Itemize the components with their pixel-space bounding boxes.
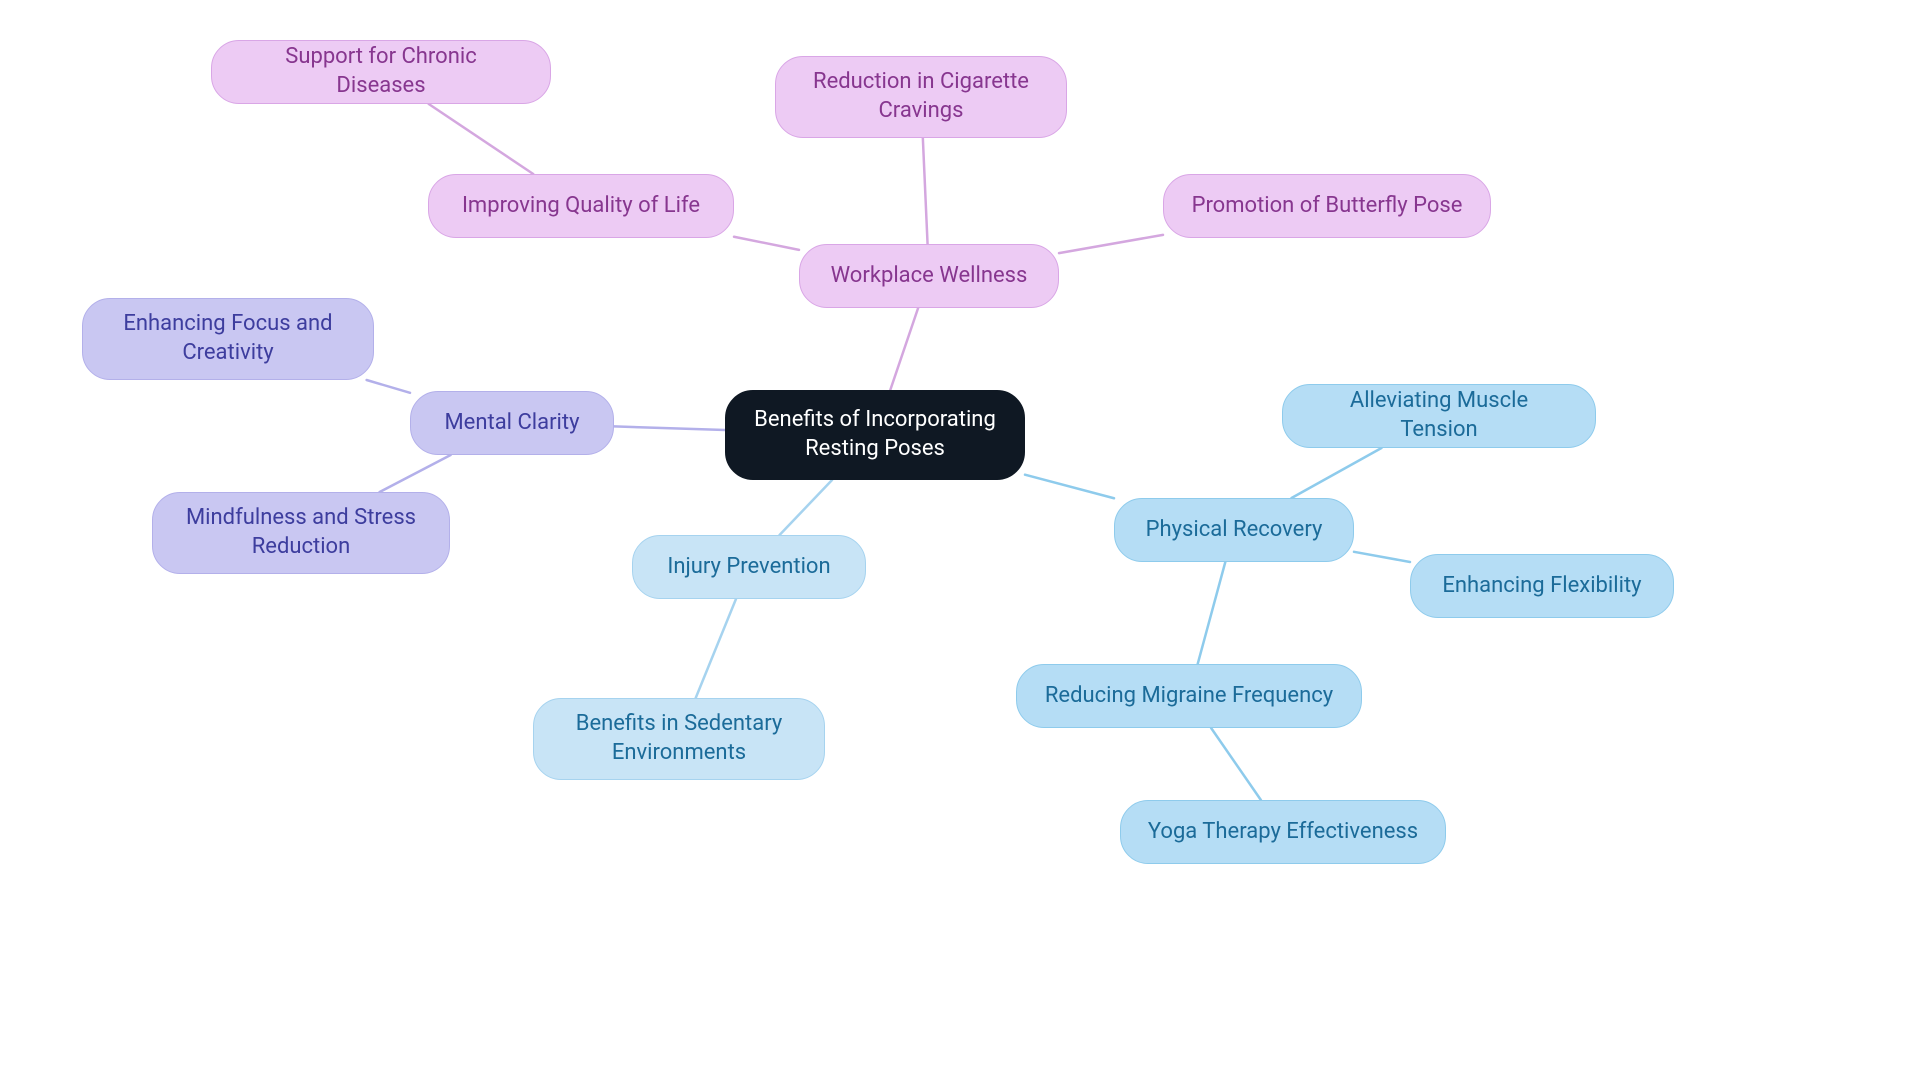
node-injury-prevention: Injury Prevention <box>632 535 866 599</box>
node-workplace-wellness: Workplace Wellness <box>799 244 1059 308</box>
node-flexibility: Enhancing Flexibility <box>1410 554 1674 618</box>
node-mindfulness: Mindfulness and Stress Reduction <box>152 492 450 574</box>
node-quality-of-life: Improving Quality of Life <box>428 174 734 238</box>
node-butterfly-pose: Promotion of Butterfly Pose <box>1163 174 1491 238</box>
node-muscle-tension: Alleviating Muscle Tension <box>1282 384 1596 448</box>
node-migraine: Reducing Migraine Frequency <box>1016 664 1362 728</box>
node-cigarette-cravings: Reduction in Cigarette Cravings <box>775 56 1067 138</box>
node-sedentary: Benefits in Sedentary Environments <box>533 698 825 780</box>
node-center: Benefits of Incorporating Resting Poses <box>725 390 1025 480</box>
node-physical-recovery: Physical Recovery <box>1114 498 1354 562</box>
node-mental-clarity: Mental Clarity <box>410 391 614 455</box>
node-yoga-therapy: Yoga Therapy Effectiveness <box>1120 800 1446 864</box>
node-focus-creativity: Enhancing Focus and Creativity <box>82 298 374 380</box>
node-chronic-diseases: Support for Chronic Diseases <box>211 40 551 104</box>
mindmap-canvas: Benefits of Incorporating Resting Poses … <box>0 0 1920 1083</box>
